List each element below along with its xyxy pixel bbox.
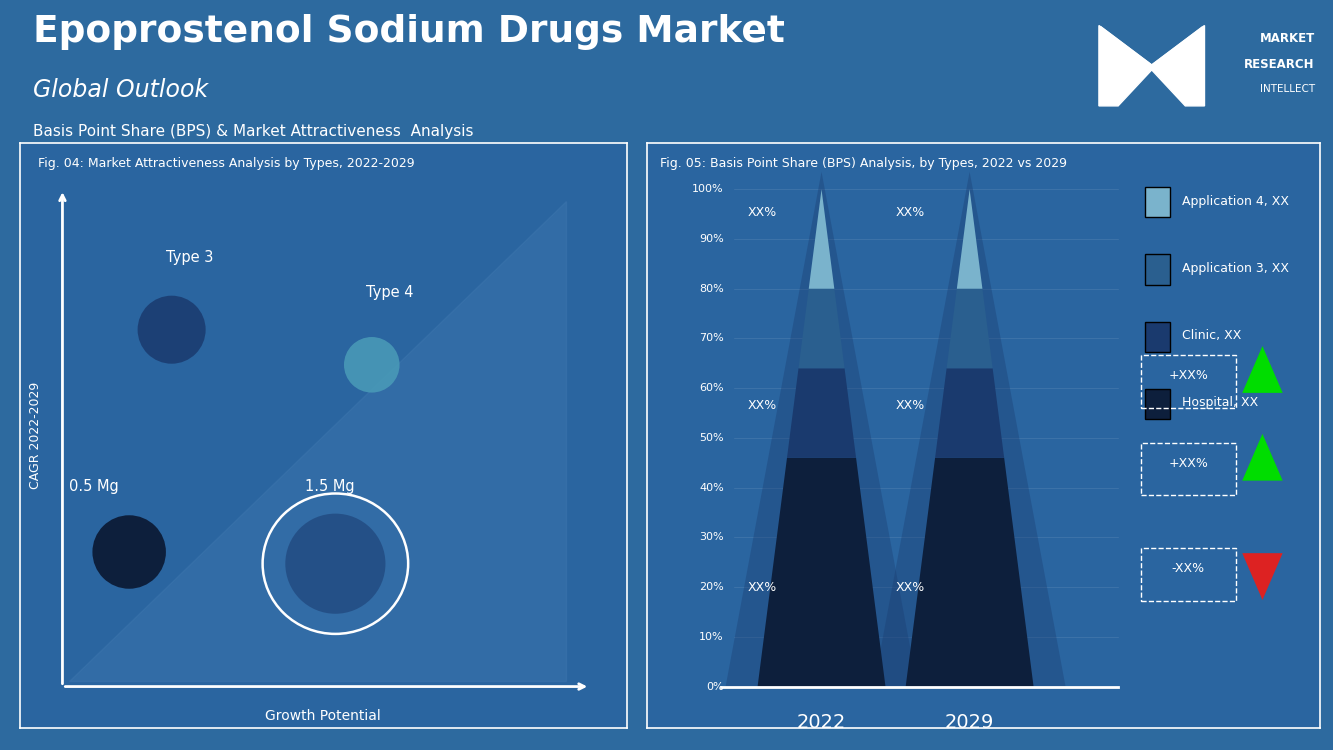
Polygon shape	[946, 289, 993, 368]
Polygon shape	[873, 172, 1065, 686]
Polygon shape	[725, 172, 917, 686]
Text: Application 4, XX: Application 4, XX	[1181, 194, 1289, 208]
Text: 20%: 20%	[700, 582, 724, 592]
Text: Fig. 04: Market Attractiveness Analysis by Types, 2022-2029: Fig. 04: Market Attractiveness Analysis …	[39, 158, 415, 170]
Text: 0.5 Mg: 0.5 Mg	[68, 478, 119, 494]
Point	[361, 358, 383, 370]
Polygon shape	[1242, 554, 1282, 600]
Point	[161, 324, 183, 336]
Point	[325, 558, 347, 570]
Text: Application 3, XX: Application 3, XX	[1181, 262, 1289, 274]
Text: 10%: 10%	[700, 632, 724, 642]
Polygon shape	[68, 201, 567, 681]
Text: 0%: 0%	[706, 682, 724, 692]
Text: Clinic, XX: Clinic, XX	[1181, 329, 1241, 342]
Text: +XX%: +XX%	[1169, 457, 1208, 470]
Text: CAGR 2022-2029: CAGR 2022-2029	[28, 381, 41, 489]
Text: +XX%: +XX%	[1169, 369, 1208, 382]
Text: Hospital, XX: Hospital, XX	[1181, 396, 1258, 410]
Text: XX%: XX%	[748, 399, 777, 412]
Text: XX%: XX%	[896, 580, 925, 593]
Text: 1.5 Mg: 1.5 Mg	[305, 478, 355, 494]
Text: Epoprostenol Sodium Drugs Market: Epoprostenol Sodium Drugs Market	[33, 13, 785, 50]
Text: 50%: 50%	[700, 433, 724, 443]
Text: Growth Potential: Growth Potential	[265, 709, 381, 723]
Text: RESEARCH: RESEARCH	[1245, 58, 1314, 71]
Text: -XX%: -XX%	[1172, 562, 1205, 575]
Polygon shape	[1098, 26, 1205, 106]
Polygon shape	[757, 458, 885, 686]
Text: XX%: XX%	[896, 206, 925, 219]
Polygon shape	[1242, 433, 1282, 481]
FancyBboxPatch shape	[1145, 254, 1170, 285]
FancyBboxPatch shape	[1145, 388, 1170, 419]
Polygon shape	[905, 458, 1033, 686]
Polygon shape	[786, 368, 856, 458]
Text: 80%: 80%	[700, 284, 724, 294]
Text: 100%: 100%	[692, 184, 724, 194]
Text: 70%: 70%	[700, 334, 724, 344]
Polygon shape	[934, 368, 1004, 458]
Text: 30%: 30%	[700, 532, 724, 542]
Text: 2029: 2029	[945, 712, 994, 732]
Polygon shape	[957, 189, 982, 289]
Text: MARKET: MARKET	[1260, 32, 1314, 44]
FancyBboxPatch shape	[1145, 187, 1170, 218]
Text: 90%: 90%	[700, 234, 724, 244]
Text: XX%: XX%	[896, 399, 925, 412]
Text: XX%: XX%	[748, 206, 777, 219]
Text: Type 4: Type 4	[365, 286, 413, 301]
Polygon shape	[798, 289, 845, 368]
FancyBboxPatch shape	[1145, 322, 1170, 352]
Text: XX%: XX%	[748, 580, 777, 593]
Point	[119, 546, 140, 558]
Text: Global Outlook: Global Outlook	[33, 78, 208, 102]
Text: 2022: 2022	[797, 712, 846, 732]
Text: Fig. 05: Basis Point Share (BPS) Analysis, by Types, 2022 vs 2029: Fig. 05: Basis Point Share (BPS) Analysi…	[660, 158, 1066, 170]
Text: Type 3: Type 3	[165, 251, 213, 266]
Text: INTELLECT: INTELLECT	[1260, 84, 1314, 94]
Text: 60%: 60%	[700, 383, 724, 393]
Polygon shape	[809, 189, 834, 289]
Text: 40%: 40%	[700, 483, 724, 493]
Text: Basis Point Share (BPS) & Market Attractiveness  Analysis: Basis Point Share (BPS) & Market Attract…	[33, 124, 473, 140]
Polygon shape	[1242, 346, 1282, 393]
